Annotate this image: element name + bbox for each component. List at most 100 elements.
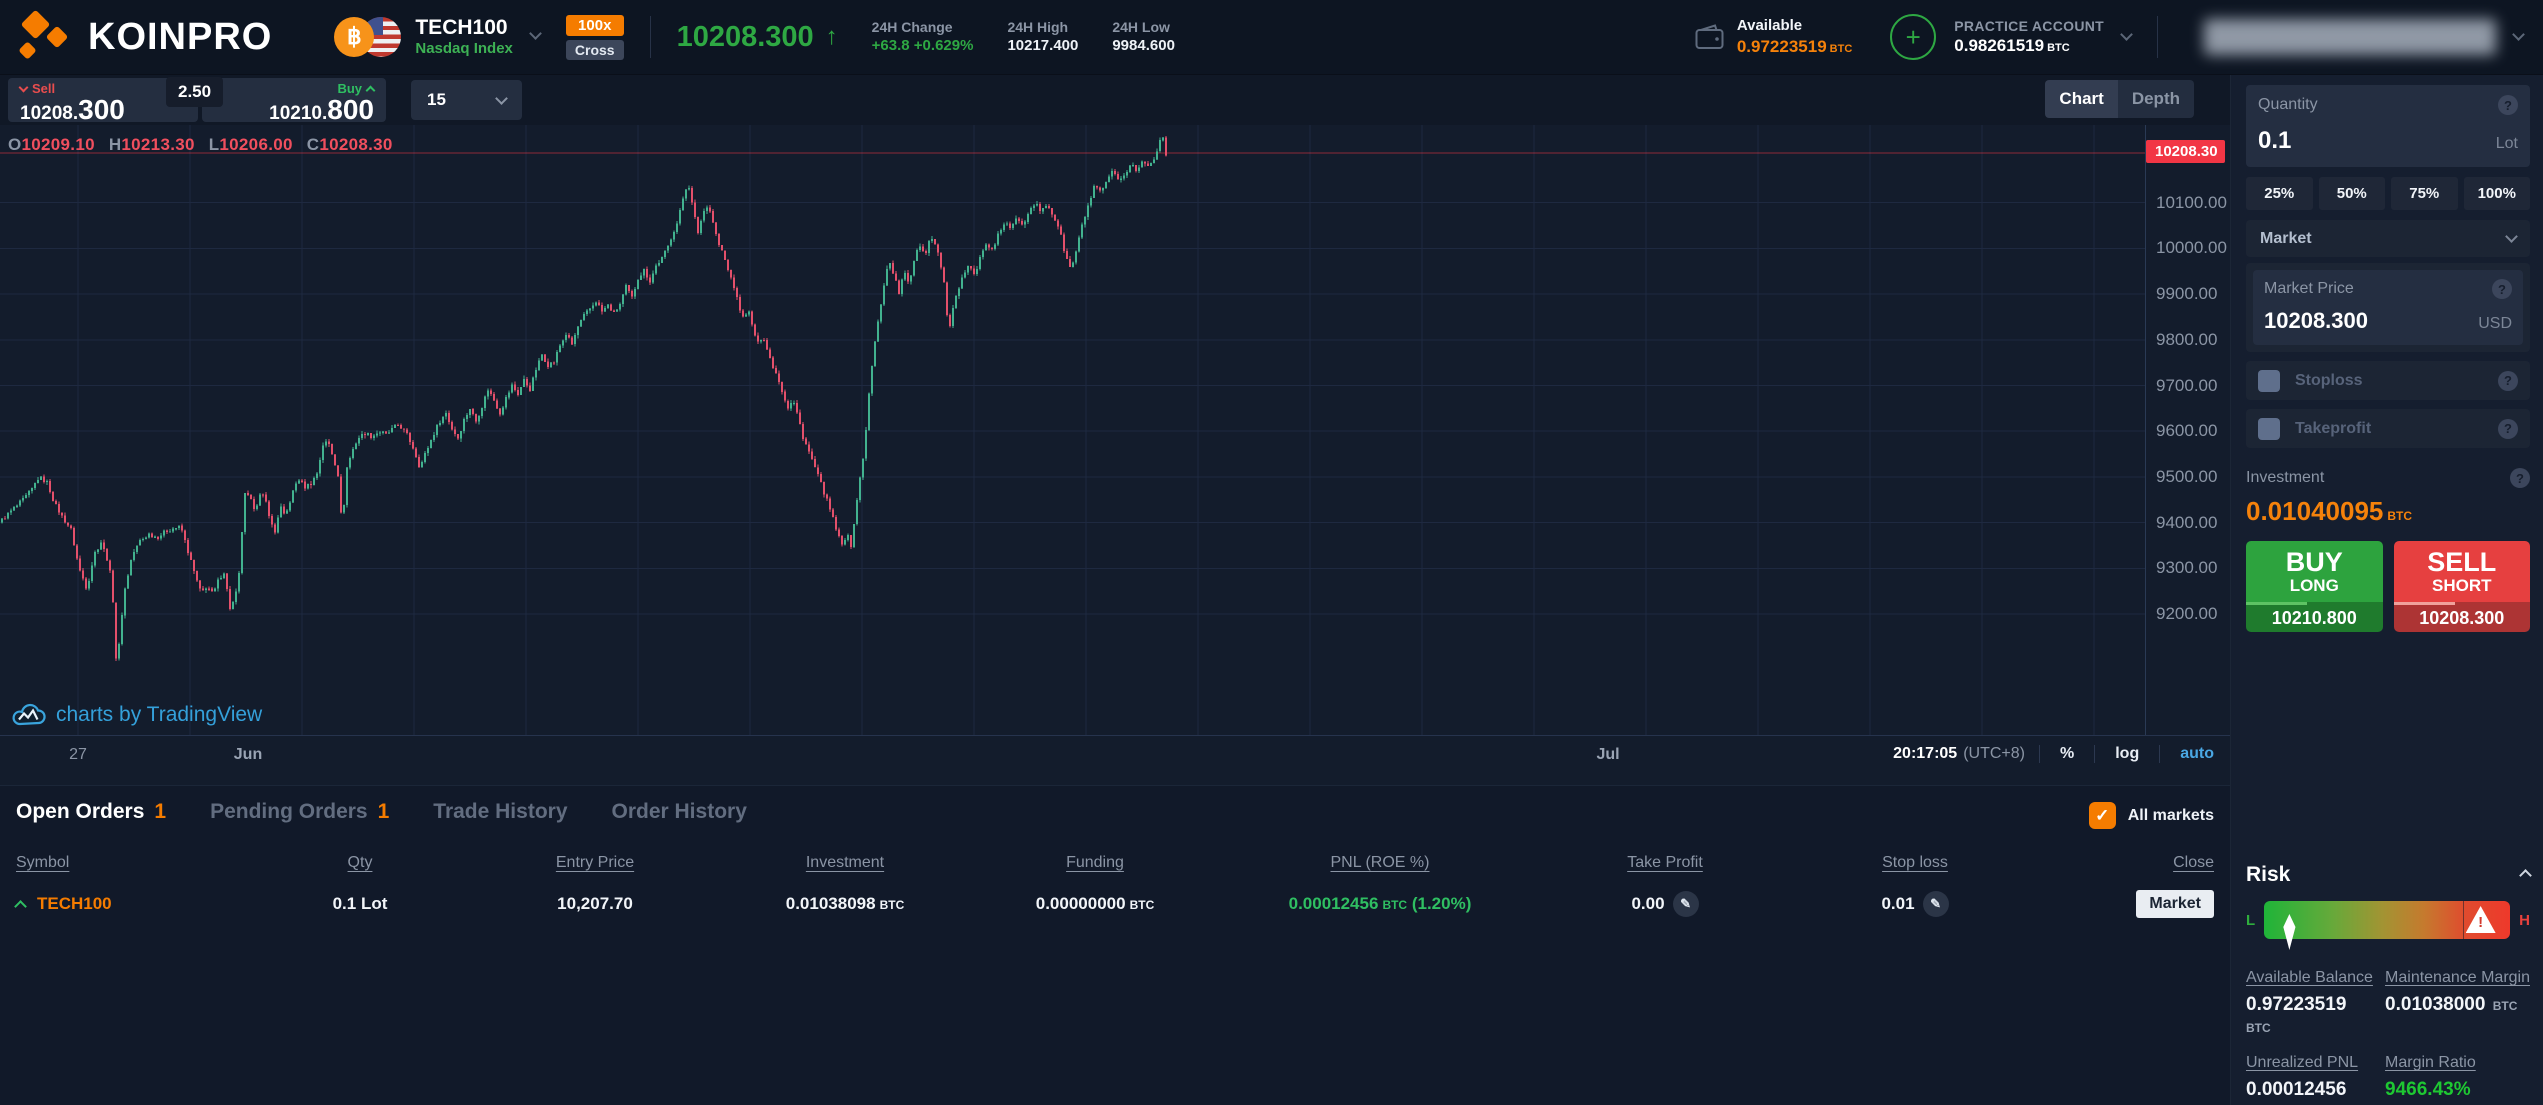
price-axis-label: 10000.00 bbox=[2156, 238, 2227, 258]
candlestick-chart[interactable]: O10209.10 H10213.30 L10206.00 C10208.30 101… bbox=[0, 125, 2230, 785]
symbol-selector[interactable]: ฿ TECH100 Nasdaq Index bbox=[334, 16, 542, 57]
tab-order-history[interactable]: Order History bbox=[611, 800, 747, 823]
market-stat: 24H Change +63.8 +0.629% bbox=[872, 18, 974, 56]
market-stat-value: 9984.600 bbox=[1112, 37, 1175, 55]
orders-table-header: Symbol Qty Entry Price Investment Funding PNL… bbox=[0, 854, 2230, 872]
logo-text: KOINPRO bbox=[88, 15, 273, 58]
price-axis-label: 9200.00 bbox=[2156, 604, 2218, 623]
all-markets-label: All markets bbox=[2127, 806, 2214, 824]
risk-stat-value: 0.00012456 BTC bbox=[2246, 1079, 2347, 1100]
practice-account[interactable]: PRACTICE ACCOUNT 0.98261519 BTC bbox=[1954, 18, 2104, 57]
divider bbox=[2038, 745, 2040, 763]
investment-label: Investment bbox=[2246, 469, 2325, 486]
order-stop-loss: 0.01 ✎ bbox=[1790, 891, 2040, 917]
symbol-name: TECH100 bbox=[415, 16, 508, 40]
buy-price-box[interactable]: Buy 10210.800 bbox=[202, 78, 386, 125]
help-icon[interactable]: ? bbox=[2498, 418, 2518, 439]
takeprofit-checkbox[interactable] bbox=[2258, 417, 2280, 440]
buy-price: 10210.800 bbox=[269, 94, 374, 125]
edit-pencil-icon[interactable]: ✎ bbox=[1672, 891, 1699, 917]
last-price: 10208.300 ↑ bbox=[677, 21, 838, 54]
order-symbol-cell[interactable]: TECH100 bbox=[0, 894, 250, 914]
tradingview-attribution[interactable]: charts by TradingView bbox=[12, 703, 262, 727]
price-axis[interactable]: 10100.00 10000.00 9900.00 9800.00 9700.00 960… bbox=[2145, 125, 2230, 735]
market-price-unit: USD bbox=[2478, 315, 2512, 332]
sell-price: 10208.300 bbox=[20, 94, 125, 125]
percent-button-75[interactable]: 75% bbox=[2391, 177, 2458, 210]
interval-select[interactable]: 15 bbox=[411, 80, 522, 120]
risk-gradient-bar: ! bbox=[2264, 901, 2511, 950]
tab-depth[interactable]: Depth bbox=[2117, 80, 2194, 118]
axis-button-%[interactable]: % bbox=[2059, 745, 2075, 762]
margin-mode-badge: Cross bbox=[565, 39, 624, 60]
risk-title: Risk bbox=[2246, 863, 2291, 886]
stoploss-label: Stoploss bbox=[2295, 371, 2363, 389]
tab-pending-orders[interactable]: Pending Orders 1 bbox=[210, 800, 390, 823]
edit-pencil-icon[interactable]: ✎ bbox=[1922, 891, 1949, 917]
takeprofit-row: Takeprofit ? bbox=[2246, 409, 2530, 448]
risk-stat-label[interactable]: Margin Ratio bbox=[2385, 1054, 2476, 1071]
leverage-badge: 100x bbox=[565, 14, 624, 36]
price-up-arrow-icon: ↑ bbox=[825, 23, 838, 50]
quantity-input[interactable] bbox=[2258, 127, 2408, 155]
chevron-down-icon bbox=[18, 82, 29, 92]
koinpro-logo-icon bbox=[18, 9, 74, 64]
percent-button-25[interactable]: 25% bbox=[2246, 177, 2313, 210]
warning-triangle-icon: ! bbox=[2465, 906, 2496, 933]
time-axis-label: Jun bbox=[233, 746, 263, 763]
risk-stat-label[interactable]: Unrealized PNL bbox=[2246, 1054, 2359, 1071]
chevron-down-icon[interactable] bbox=[2512, 27, 2525, 41]
help-icon[interactable]: ? bbox=[2492, 279, 2512, 299]
column-header-entry-price: Entry Price bbox=[555, 854, 635, 871]
percent-button-100[interactable]: 100% bbox=[2463, 177, 2530, 210]
price-axis-label: 9300.00 bbox=[2156, 558, 2218, 578]
divider bbox=[2157, 16, 2158, 58]
deposit-plus-button[interactable]: + bbox=[1890, 14, 1937, 60]
tab-open-orders[interactable]: Open Orders 1 bbox=[16, 800, 167, 823]
order-close-cell: Market bbox=[2040, 890, 2230, 918]
time-axis[interactable]: 27 Jun Jul 20:17:05 (UTC+8) % log auto bbox=[0, 735, 2230, 785]
risk-stat-label[interactable]: Maintenance Margin bbox=[2385, 969, 2530, 986]
percent-button-50[interactable]: 50% bbox=[2318, 177, 2385, 210]
risk-meter: L ! H bbox=[2246, 901, 2530, 950]
chart-column: Sell 10208.300 2.50 Buy 10210.800 15 Cha… bbox=[0, 75, 2230, 1105]
risk-stat-label[interactable]: Available Balance bbox=[2246, 969, 2373, 986]
investment-value: 0.01040095 BTC bbox=[2246, 496, 2413, 526]
tab-chart[interactable]: Chart bbox=[2045, 80, 2118, 118]
order-type-value: Market bbox=[2260, 229, 2312, 247]
chart-plot[interactable] bbox=[0, 125, 2145, 735]
sell-short-button[interactable]: SELL SHORT 10208.300 bbox=[2393, 541, 2530, 632]
orders-tabs: Open Orders 1 Pending Orders 1 Trade History… bbox=[0, 800, 2230, 824]
buy-long-button[interactable]: BUY LONG 10210.800 bbox=[2246, 541, 2383, 632]
risk-section: Risk L ! H Available Balance 0.97223519 B… bbox=[2246, 863, 2532, 1105]
account-name-blurred[interactable] bbox=[2204, 19, 2496, 55]
all-markets-toggle[interactable]: ✓ All markets bbox=[2088, 802, 2214, 829]
koinpro-logo[interactable]: KOINPRO bbox=[18, 9, 273, 64]
help-icon[interactable]: ? bbox=[2498, 95, 2518, 115]
help-icon[interactable]: ? bbox=[2510, 468, 2530, 488]
axis-button-log[interactable]: log bbox=[2115, 745, 2140, 762]
order-investment: 0.01038098 BTC bbox=[785, 894, 905, 913]
wallet-icon bbox=[1695, 24, 1724, 49]
tab-trade-history[interactable]: Trade History bbox=[433, 800, 568, 823]
account-value: 0.98261519 BTC bbox=[1954, 36, 2070, 56]
risk-low-label: L bbox=[2246, 911, 2256, 929]
order-entry-price: 10,207.70 bbox=[557, 894, 633, 913]
chevron-up-icon[interactable] bbox=[2519, 868, 2532, 882]
market-price-value: 10208.300 bbox=[2264, 308, 2368, 333]
price-axis-label: 9500.00 bbox=[2156, 466, 2218, 486]
available-balance-header: Available 0.97223519 BTC bbox=[1695, 17, 1852, 57]
bitcoin-icon: ฿ bbox=[334, 16, 375, 57]
market-stat: 24H High 10217.400 bbox=[1007, 18, 1078, 56]
axis-button-auto[interactable]: auto bbox=[2180, 745, 2214, 762]
quantity-label: Quantity bbox=[2258, 96, 2318, 113]
risk-marker[interactable] bbox=[2283, 914, 2296, 950]
chevron-down-icon[interactable] bbox=[2120, 27, 2133, 41]
order-type-select[interactable]: Market bbox=[2246, 220, 2530, 257]
chevron-down-icon bbox=[495, 91, 508, 105]
checkbox-checked-icon[interactable]: ✓ bbox=[2088, 802, 2116, 829]
stoploss-checkbox[interactable] bbox=[2258, 369, 2280, 392]
chevron-down-icon[interactable] bbox=[529, 27, 542, 41]
close-market-button[interactable]: Market bbox=[2136, 890, 2214, 918]
help-icon[interactable]: ? bbox=[2498, 370, 2518, 391]
